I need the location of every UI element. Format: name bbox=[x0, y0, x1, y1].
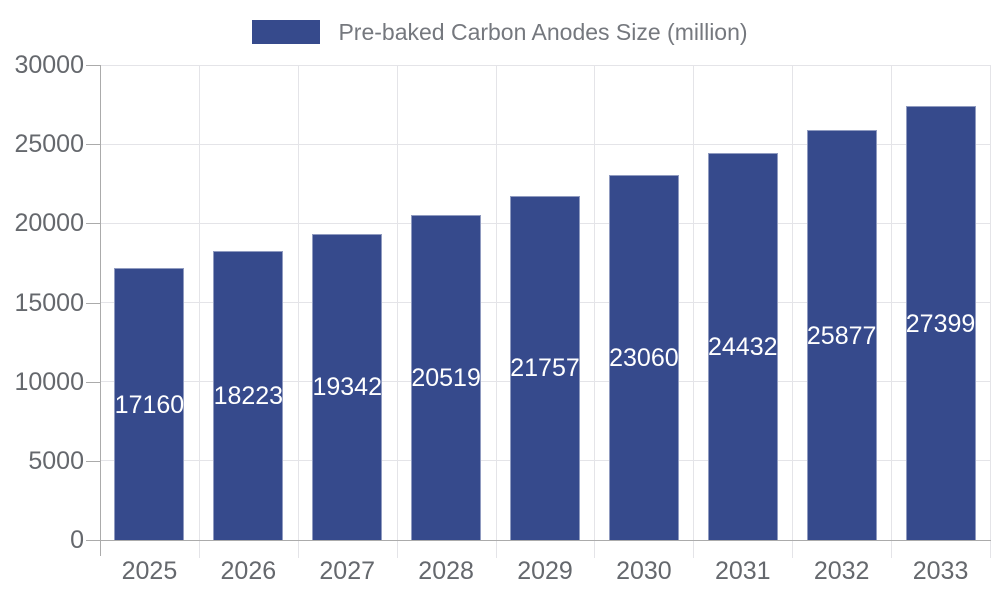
y-axis-tick bbox=[86, 460, 100, 462]
bar-value-label: 21757 bbox=[510, 354, 580, 383]
y-axis-tick-label: 30000 bbox=[14, 51, 84, 79]
legend-item[interactable]: Pre-baked Carbon Anodes Size (million) bbox=[252, 18, 748, 46]
y-axis-tick bbox=[86, 144, 100, 146]
bar-value-label: 17160 bbox=[114, 390, 185, 419]
y-axis-tick bbox=[86, 381, 100, 383]
bar-value-label: 27399 bbox=[905, 309, 976, 338]
gridline-vertical bbox=[990, 65, 991, 558]
bar: 27399 bbox=[905, 106, 976, 540]
bar: 17160 bbox=[114, 268, 185, 540]
legend: Pre-baked Carbon Anodes Size (million) bbox=[0, 18, 1000, 46]
bar-value-label: 24432 bbox=[708, 333, 778, 362]
gridline-vertical bbox=[792, 65, 793, 558]
gridline-vertical bbox=[298, 65, 299, 558]
bar: 20519 bbox=[411, 215, 482, 540]
bar: 21757 bbox=[510, 195, 580, 540]
x-axis-tick-label: 2025 bbox=[121, 557, 178, 585]
bar-value-label: 19342 bbox=[312, 373, 382, 402]
y-axis-line bbox=[100, 65, 101, 556]
x-axis-tick-label: 2030 bbox=[616, 557, 672, 585]
x-axis-tick-label: 2031 bbox=[714, 557, 771, 585]
bar-value-label: 20519 bbox=[411, 364, 481, 393]
x-axis-tick-label: 2032 bbox=[813, 557, 870, 585]
y-axis-tick-label: 25000 bbox=[14, 130, 84, 159]
bar: 19342 bbox=[312, 233, 383, 540]
bar: 23060 bbox=[608, 174, 679, 540]
gridline-vertical bbox=[496, 65, 497, 558]
x-axis-tick-label: 2029 bbox=[517, 557, 573, 585]
gridline-vertical bbox=[594, 65, 595, 558]
y-axis-tick-label: 10000 bbox=[14, 367, 84, 396]
gridline-vertical bbox=[693, 65, 694, 558]
bar: 18223 bbox=[213, 251, 284, 540]
gridline-horizontal bbox=[100, 64, 990, 66]
bar-value-label: 23060 bbox=[609, 343, 679, 372]
y-axis-tick-label: 15000 bbox=[14, 288, 84, 317]
plot-area: 17160 18223 19342 20519 21757 23060 24432 25877… bbox=[100, 64, 990, 540]
y-axis-tick-label: 20000 bbox=[14, 209, 84, 238]
y-axis-tick bbox=[86, 302, 100, 304]
x-axis-tick-label: 2033 bbox=[912, 557, 969, 585]
y-axis-tick-label: 5000 bbox=[28, 446, 84, 475]
gridline-vertical bbox=[199, 65, 200, 558]
x-axis-tick-label: 2028 bbox=[418, 557, 474, 585]
bar-value-label: 18223 bbox=[213, 382, 284, 411]
x-axis-tick-label: 2026 bbox=[220, 557, 277, 585]
bar-value-label: 25877 bbox=[806, 321, 877, 350]
gridline-vertical bbox=[397, 65, 398, 558]
legend-swatch-icon bbox=[252, 20, 321, 44]
y-axis-tick bbox=[86, 223, 100, 225]
bar: 25877 bbox=[806, 130, 877, 540]
legend-label: Pre-baked Carbon Anodes Size (million) bbox=[338, 19, 748, 45]
gridline-vertical bbox=[891, 65, 892, 558]
y-axis-tick bbox=[86, 65, 100, 66]
x-axis-line bbox=[100, 540, 991, 541]
y-axis-tick-label: 0 bbox=[70, 526, 84, 554]
x-axis-tick-label: 2027 bbox=[319, 557, 376, 585]
y-axis-tick bbox=[86, 540, 100, 541]
gridline-horizontal bbox=[100, 143, 990, 145]
bar: 24432 bbox=[707, 153, 778, 540]
